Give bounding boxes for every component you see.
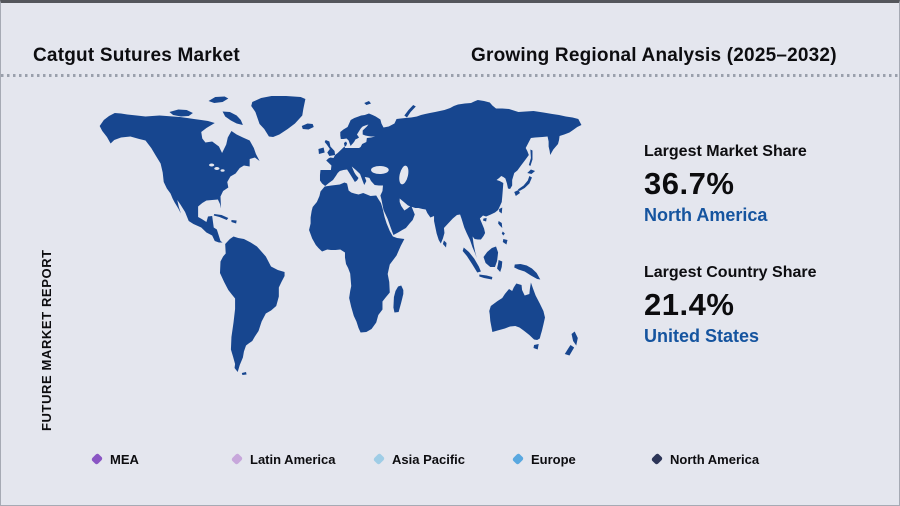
australia-shape [489, 282, 545, 340]
new-guinea-shape [514, 264, 541, 280]
legend-label: MEA [110, 451, 139, 467]
country-share-region: United States [644, 326, 760, 346]
africa-shape [309, 182, 405, 333]
landmasses [99, 96, 582, 375]
legend-swatch-icon [511, 452, 525, 466]
brand-watermark: FUTURE MARKET REPORT [39, 249, 54, 431]
legend-swatch-icon [650, 452, 664, 466]
south-america-shape [219, 236, 285, 372]
legend-swatch-icon [90, 452, 104, 466]
legend-swatch-icon [372, 452, 386, 466]
region-legend: MEA Latin America Asia Pacific Europe No… [1, 449, 899, 471]
legend-label: Latin America [250, 451, 336, 467]
market-share-value: 36.7% [644, 166, 735, 201]
inland-water [209, 163, 409, 185]
eurasia-shape [319, 100, 582, 258]
country-share-label: Largest Country Share [644, 264, 817, 281]
greenland-shape [251, 96, 306, 137]
legend-label: Europe [531, 451, 576, 467]
market-title: Catgut Sutures Market [33, 45, 240, 66]
analysis-title: Growing Regional Analysis (2025–2032) [471, 45, 837, 66]
world-map [99, 96, 582, 375]
legend-swatch-icon [230, 452, 244, 466]
new-zealand-shape [571, 331, 578, 346]
market-share-label: Largest Market Share [644, 143, 807, 160]
legend-label: Asia Pacific [392, 451, 465, 467]
legend-item-mea: MEA [90, 449, 139, 469]
market-share-region: North America [644, 205, 768, 225]
legend-item-north-america: North America [650, 449, 760, 469]
country-share-value: 21.4% [644, 287, 735, 322]
legend-label: North America [670, 451, 760, 467]
dotted-divider [1, 74, 899, 77]
legend-item-europe: Europe [511, 449, 576, 469]
north-america-shape [99, 113, 260, 243]
legend-item-asia-pacific: Asia Pacific [372, 449, 465, 469]
madagascar-shape [393, 285, 404, 313]
legend-item-latin-america: Latin America [230, 449, 336, 469]
market-share-stat: Largest Market Share 36.7% North America [644, 143, 889, 226]
country-share-stat: Largest Country Share 21.4% United State… [644, 264, 889, 347]
japan-shape [517, 176, 532, 191]
